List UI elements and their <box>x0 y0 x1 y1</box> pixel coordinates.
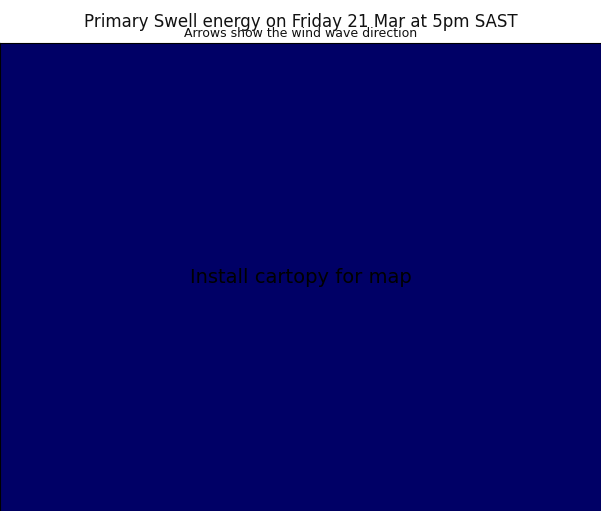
Text: Primary Swell energy on Friday 21 Mar at 5pm SAST: Primary Swell energy on Friday 21 Mar at… <box>84 13 517 31</box>
Text: Install cartopy for map: Install cartopy for map <box>190 268 411 287</box>
Text: Arrows show the wind wave direction: Arrows show the wind wave direction <box>184 27 417 39</box>
